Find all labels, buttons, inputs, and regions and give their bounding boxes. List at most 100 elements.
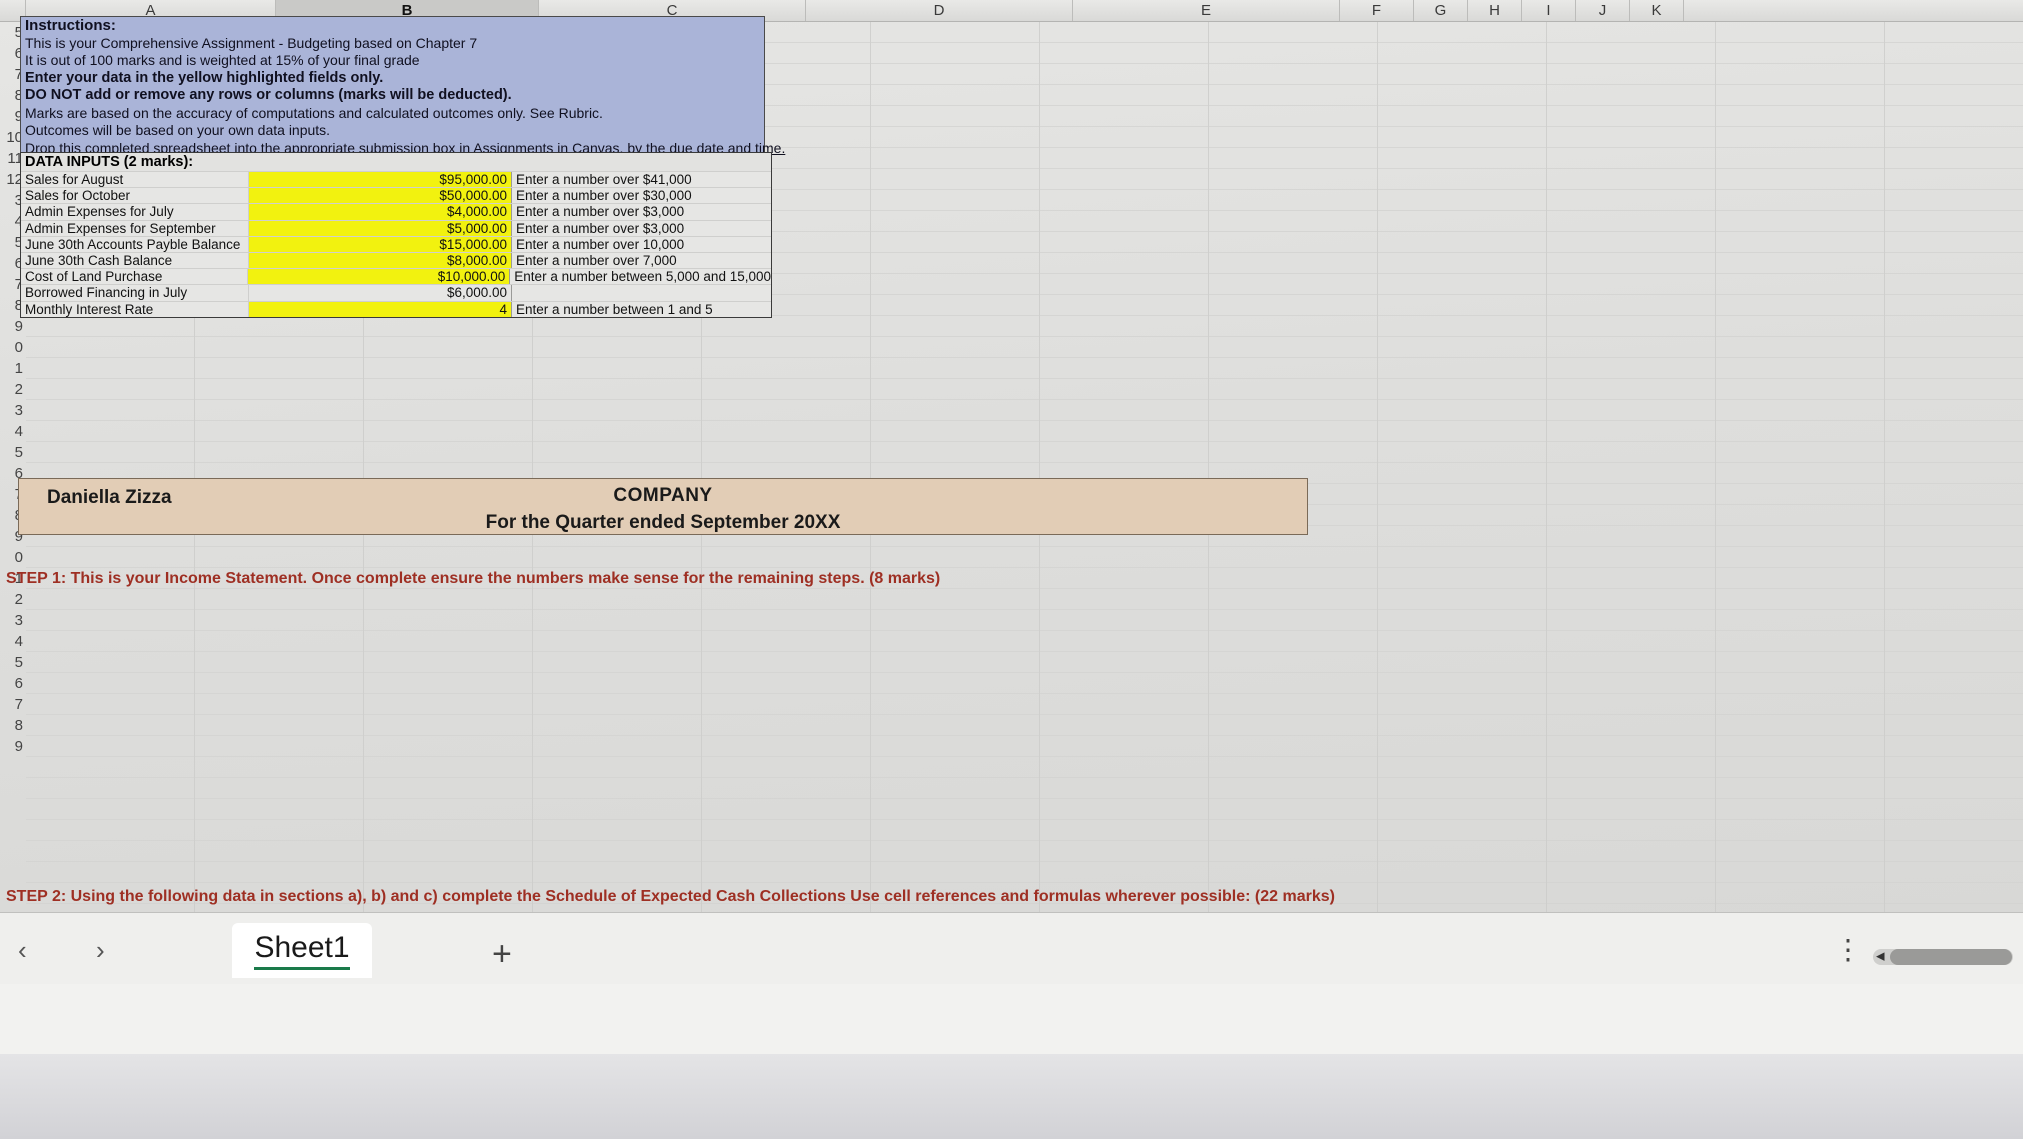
prev-sheet-button[interactable]: ‹ [18, 935, 27, 965]
data-input-hint: Enter a number over $41,000 [516, 172, 692, 187]
row-header-31[interactable]: 6 [14, 675, 23, 692]
row-header-19[interactable]: 4 [14, 423, 23, 440]
step1-instruction: STEP 1: This is your Income Statement. O… [6, 570, 941, 587]
data-inputs-title: DATA INPUTS (2 marks): [21, 153, 771, 171]
data-input-hint: Enter a number over $30,000 [516, 188, 692, 204]
row-header-12[interactable]: 7 [14, 276, 23, 293]
data-input-row: Cost of Land Purchase $10,000.00 Enter a n… [21, 268, 771, 285]
period-label: For the Quarter ended September 20XX [485, 512, 841, 533]
sheet-tab-sheet1[interactable]: Sheet1 [232, 923, 372, 978]
column-header-c[interactable]: C [539, 0, 806, 21]
row-header-10[interactable]: 5 [14, 234, 23, 251]
data-input-value[interactable]: $95,000.00 [249, 172, 512, 188]
column-header-d[interactable]: D [806, 0, 1073, 21]
horizontal-scrollbar-thumb[interactable] [1890, 949, 2012, 965]
instruction-line-3: Enter your data in the yellow highlighte… [25, 69, 384, 86]
data-input-hint: Enter a number over $3,000 [516, 204, 685, 220]
sheet-tab-bar: ‹ › Sheet1 + ⋮ ◂ [0, 912, 2023, 984]
sheet-options-icon[interactable]: ⋮ [1834, 934, 1862, 965]
column-header-a[interactable]: A [26, 0, 276, 21]
row-header-33[interactable]: 8 [14, 717, 23, 734]
student-name: Daniella Zizza [47, 487, 172, 508]
sheet-tab-label: Sheet1 [254, 931, 350, 970]
row-header-32[interactable]: 7 [14, 696, 23, 713]
instruction-line-7: Drop this completed spreadsheet into the… [25, 139, 786, 156]
row-header-11[interactable]: 6 [14, 255, 23, 272]
data-input-row: Monthly Interest Rate 4 Enter a number bet… [21, 300, 771, 317]
select-all-corner[interactable] [0, 0, 26, 21]
row-header-6[interactable]: 11 [7, 150, 23, 167]
data-input-row: Borrowed Financing in July $6,000.00 [21, 284, 771, 301]
data-input-label: Cost of Land Purchase [21, 269, 249, 285]
step2-instruction: STEP 2: Using the following data in sect… [6, 888, 1335, 905]
data-input-value[interactable]: $8,000.00 [249, 252, 512, 269]
data-input-value[interactable]: $10,000.00 [248, 269, 511, 285]
row-header-5[interactable]: 10 [6, 129, 23, 146]
instructions-title: Instructions: [25, 17, 116, 34]
instructions-block: Instructions: This is your Comprehensive… [20, 16, 786, 158]
row-header-13[interactable]: 8 [14, 297, 23, 314]
row-header-9[interactable]: 4 [14, 213, 23, 230]
data-input-row: Admin Expenses for September $5,000.00 Ent… [21, 219, 771, 236]
column-header-f[interactable]: F [1340, 0, 1414, 21]
column-header-h[interactable]: H [1468, 0, 1522, 21]
data-input-label: June 30th Accounts Payble Balance [21, 236, 249, 252]
column-header-j[interactable]: J [1576, 0, 1630, 21]
row-header-7[interactable]: 12 [6, 171, 23, 188]
row-header-3[interactable]: 8 [14, 87, 23, 104]
row-header-30[interactable]: 5 [14, 654, 23, 671]
row-header-34[interactable]: 9 [14, 738, 23, 755]
row-header-14[interactable]: 9 [14, 318, 23, 335]
column-header-k[interactable]: K [1630, 0, 1684, 21]
row-header-17[interactable]: 2 [14, 381, 23, 398]
row-header-2[interactable]: 7 [14, 66, 23, 83]
row-header-24[interactable]: 9 [14, 528, 23, 545]
data-input-row: June 30th Cash Balance $8,000.00 Enter a n… [21, 251, 771, 269]
row-header-strip[interactable]: 56789101112345678901234567890123456789 [0, 22, 26, 912]
data-input-row: Sales for October $50,000.00 Enter a numbe… [21, 187, 771, 204]
row-header-21[interactable]: 6 [14, 465, 23, 482]
row-header-27[interactable]: 2 [14, 591, 23, 608]
data-input-value[interactable]: $6,000.00 [249, 285, 512, 301]
instruction-line-4: DO NOT add or remove any rows or columns… [25, 87, 512, 103]
data-input-label: Sales for October [21, 188, 249, 204]
data-input-value[interactable]: $15,000.00 [249, 236, 512, 252]
row-header-25[interactable]: 0 [14, 549, 23, 566]
row-header-29[interactable]: 4 [14, 633, 23, 650]
row-header-20[interactable]: 5 [14, 444, 23, 461]
data-input-label: Admin Expenses for September [21, 220, 249, 236]
column-header-e[interactable]: E [1073, 0, 1340, 21]
row-header-1[interactable]: 6 [14, 45, 23, 62]
scroll-left-icon[interactable]: ◂ [1876, 946, 1885, 965]
data-input-label: Borrowed Financing in July [21, 285, 249, 301]
row-header-28[interactable]: 3 [14, 612, 23, 629]
company-label: COMPANY [613, 485, 713, 506]
row-header-16[interactable]: 1 [14, 360, 23, 377]
data-input-label: June 30th Cash Balance [21, 252, 249, 269]
data-input-hint: Enter a number over 10,000 [516, 236, 685, 252]
data-input-value[interactable]: $4,000.00 [249, 204, 512, 220]
data-input-label: Sales for August [21, 172, 249, 188]
data-input-value[interactable]: $5,000.00 [249, 220, 512, 236]
row-header-15[interactable]: 0 [14, 339, 23, 356]
row-header-8[interactable]: 3 [14, 192, 23, 209]
data-input-hint: Enter a number between 5,000 and 15,000 [514, 269, 771, 285]
instruction-line-2: It is out of 100 marks and is weighted a… [25, 52, 420, 68]
instruction-line-1: This is your Comprehensive Assignment - … [25, 34, 478, 51]
instruction-line-6: Outcomes will be based on your own data … [25, 122, 331, 138]
data-input-value[interactable]: 4 [249, 301, 512, 317]
row-header-18[interactable]: 3 [14, 402, 23, 419]
column-header-g[interactable]: G [1414, 0, 1468, 21]
data-input-value[interactable]: $50,000.00 [249, 188, 512, 204]
instruction-line-5: Marks are based on the accuracy of compu… [25, 104, 603, 121]
row-header-0[interactable]: 5 [14, 24, 23, 41]
data-input-row: June 30th Accounts Payble Balance $15,000… [21, 235, 771, 252]
add-sheet-button[interactable]: + [492, 935, 512, 973]
column-header-i[interactable]: I [1522, 0, 1576, 21]
windows-taskbar: 1 Search N [0, 1054, 2023, 1139]
row-header-26[interactable]: 1 [14, 570, 23, 587]
row-header-4[interactable]: 9 [14, 108, 23, 125]
next-sheet-button[interactable]: › [96, 935, 105, 965]
data-input-row: Sales for August $95,000.00 Enter a number… [21, 171, 771, 188]
